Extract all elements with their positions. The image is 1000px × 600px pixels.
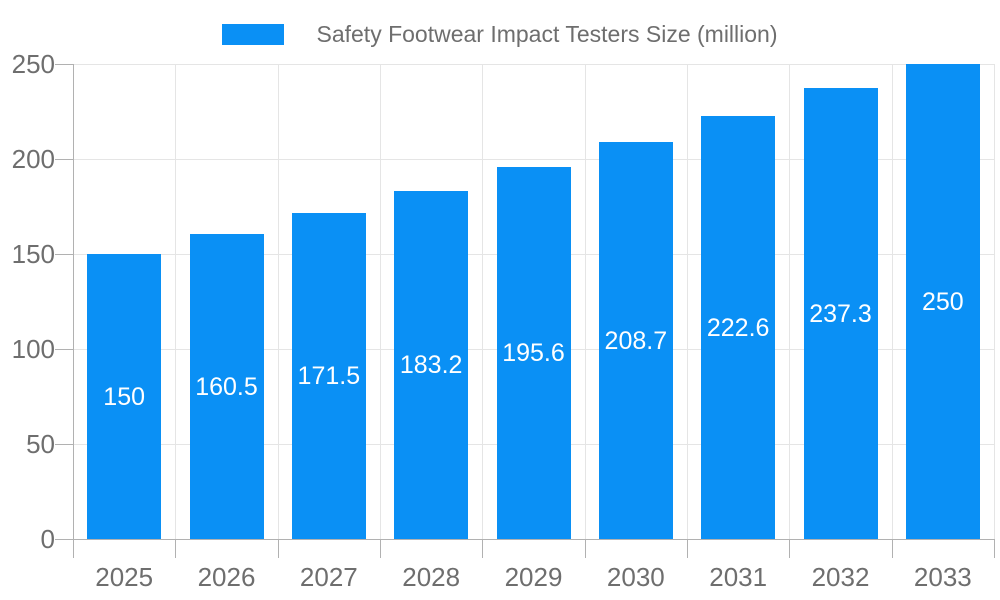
y-axis-line — [73, 64, 74, 558]
x-axis-tick — [994, 539, 995, 558]
x-axis-tick — [891, 539, 893, 558]
legend-swatch — [222, 23, 285, 45]
bar-2029[interactable]: 195.6 — [496, 167, 571, 539]
x-axis-tick — [584, 539, 586, 558]
gridline-vertical — [994, 64, 995, 539]
gridline-vertical — [584, 64, 586, 539]
bar-2033[interactable]: 250 — [905, 64, 980, 539]
x-tick-label-2030: 2030 — [606, 562, 665, 592]
bar-2030[interactable]: 208.7 — [598, 142, 673, 539]
y-axis-tick — [55, 159, 73, 160]
bar-value-label: 237.3 — [809, 299, 872, 328]
x-axis-tick — [482, 539, 484, 558]
bar-2025[interactable]: 150 — [87, 254, 162, 539]
gridline-vertical — [891, 64, 893, 539]
gridline-vertical — [380, 64, 381, 539]
bar-value-label: 208.7 — [604, 326, 668, 355]
gridline-vertical — [482, 64, 484, 539]
chart-legend[interactable]: Safety Footwear Impact Testers Size (mil… — [0, 20, 1000, 47]
y-tick-label: 200 — [11, 144, 55, 174]
bar-2028[interactable]: 183.2 — [394, 190, 469, 539]
y-axis-tick — [55, 254, 73, 255]
y-tick-label: 250 — [11, 49, 55, 79]
y-tick-label: 50 — [26, 429, 55, 459]
x-axis-tick — [175, 539, 177, 558]
x-axis-tick — [687, 539, 688, 558]
bar-value-label: 195.6 — [502, 339, 565, 368]
x-tick-label-2028: 2028 — [402, 562, 461, 592]
gridline-vertical — [175, 64, 177, 539]
bar-value-label: 250 — [921, 287, 964, 316]
x-tick-label-2026: 2026 — [197, 562, 256, 592]
bar-2032[interactable]: 237.3 — [803, 88, 878, 539]
x-axis-line — [55, 539, 995, 540]
bar-value-label: 160.5 — [195, 372, 258, 401]
x-tick-label-2025: 2025 — [95, 562, 154, 592]
legend-label: Safety Footwear Impact Testers Size (mil… — [316, 20, 778, 47]
y-axis-tick — [55, 444, 73, 445]
x-tick-label-2033: 2033 — [913, 562, 972, 592]
gridline-vertical — [277, 64, 279, 539]
y-tick-label: 150 — [11, 239, 55, 269]
gridline-vertical — [789, 64, 791, 539]
x-tick-label-2029: 2029 — [504, 562, 563, 592]
bar-value-label: 183.2 — [399, 350, 463, 379]
x-tick-label-2027: 2027 — [299, 562, 358, 592]
bar-2031[interactable]: 222.6 — [701, 116, 776, 539]
gridline-horizontal — [73, 159, 994, 160]
y-axis-tick — [55, 349, 73, 350]
bar-2027[interactable]: 171.5 — [291, 213, 366, 539]
bar-value-label: 171.5 — [297, 362, 361, 391]
x-axis-tick — [789, 539, 791, 558]
x-tick-label-2031: 2031 — [709, 562, 768, 592]
gridline-horizontal — [73, 64, 994, 65]
bar-value-label: 222.6 — [706, 313, 770, 342]
y-axis-tick — [55, 64, 73, 65]
gridline-vertical — [687, 64, 688, 539]
y-tick-label: 0 — [40, 524, 55, 554]
x-axis-tick — [380, 539, 381, 558]
bar-2026[interactable]: 160.5 — [189, 234, 264, 539]
x-tick-label-2032: 2032 — [811, 562, 870, 592]
x-axis-tick — [277, 539, 279, 558]
y-tick-label: 100 — [11, 334, 55, 364]
bar-value-label: 150 — [103, 382, 146, 411]
